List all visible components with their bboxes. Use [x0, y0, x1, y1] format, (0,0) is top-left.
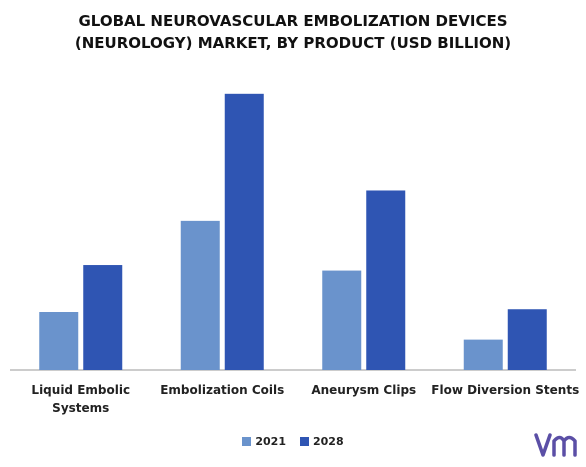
chart-title-line-1: GLOBAL NEUROVASCULAR EMBOLIZATION DEVICE…: [78, 12, 508, 30]
bar-2021-2: [322, 270, 362, 370]
mrfr-logo-icon: [534, 433, 577, 457]
bar-2028-2: [366, 190, 406, 370]
x-tick-label-0-0: Liquid Embolic: [31, 383, 130, 397]
x-tick-label-2-0: Aneurysm Clips: [311, 383, 416, 397]
bar-2028-3: [507, 309, 547, 370]
bar-2021-1: [180, 220, 220, 370]
legend-label-2028: 2028: [313, 435, 344, 448]
legend-label-2021: 2021: [255, 435, 286, 448]
x-tick-label-3-0: Flow Diversion Stents: [431, 383, 579, 397]
chart-title-line-2: (NEUROLOGY) MARKET, BY PRODUCT (USD BILL…: [74, 34, 512, 52]
bar-2021-0: [39, 312, 79, 370]
chart-legend: 2021 2028: [0, 435, 586, 448]
bar-2021-3: [463, 339, 503, 370]
legend-item-2021: 2021: [242, 435, 286, 448]
bar-2028-1: [224, 93, 264, 371]
chart-title: GLOBAL NEUROVASCULAR EMBOLIZATION DEVICE…: [0, 10, 586, 54]
legend-item-2028: 2028: [300, 435, 344, 448]
legend-swatch-2028: [300, 437, 309, 446]
x-tick-label-0-1: Systems: [52, 401, 109, 415]
bar-2028-0: [83, 265, 123, 370]
x-tick-label-1-0: Embolization Coils: [160, 383, 284, 397]
legend-swatch-2021: [242, 437, 252, 446]
